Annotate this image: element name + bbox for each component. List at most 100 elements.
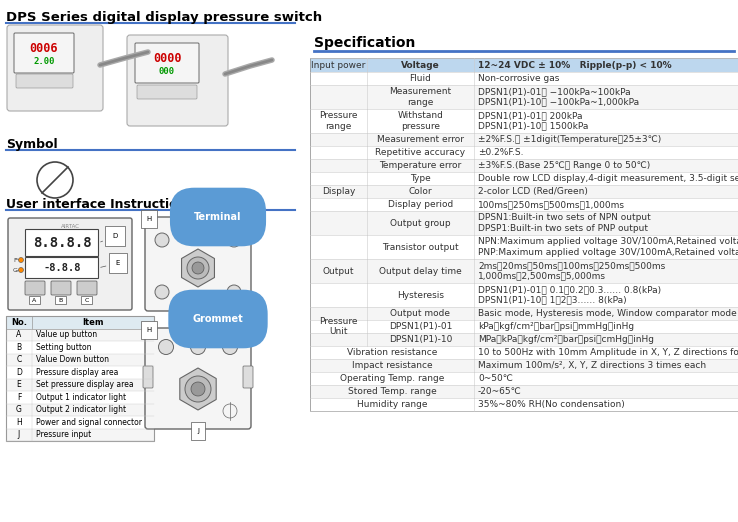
Text: Voltage: Voltage (401, 61, 440, 69)
Text: D: D (16, 368, 22, 377)
Circle shape (18, 257, 24, 263)
FancyBboxPatch shape (51, 281, 71, 295)
FancyBboxPatch shape (145, 217, 251, 311)
Bar (310, 159, 738, 172)
Bar (6, 353, 154, 366)
Text: AIRTAC: AIRTAC (61, 223, 80, 229)
Bar (310, 85, 738, 109)
Bar (310, 259, 738, 283)
Bar (6, 366, 154, 378)
Bar (310, 185, 738, 198)
Circle shape (227, 285, 241, 299)
Bar (6, 416, 154, 429)
Text: B: B (16, 343, 21, 352)
Bar (310, 198, 738, 211)
Bar (310, 235, 738, 259)
Text: Output group: Output group (390, 219, 451, 228)
Bar (310, 385, 738, 398)
Text: 0000: 0000 (153, 52, 182, 65)
Text: Operating Temp. range: Operating Temp. range (339, 374, 444, 383)
FancyBboxPatch shape (211, 228, 216, 233)
Text: F: F (13, 257, 17, 263)
Text: Value Down button: Value Down button (36, 355, 109, 364)
Circle shape (155, 285, 169, 299)
Text: 35%~80% RH(No condensation): 35%~80% RH(No condensation) (478, 400, 625, 409)
Text: Input power: Input power (311, 61, 366, 69)
Circle shape (222, 339, 238, 354)
FancyBboxPatch shape (179, 228, 184, 233)
FancyBboxPatch shape (14, 33, 74, 73)
FancyBboxPatch shape (175, 225, 222, 236)
Text: Set pressure display area: Set pressure display area (36, 380, 134, 389)
Bar (310, 372, 738, 385)
Text: Repetitive accuracy: Repetitive accuracy (376, 148, 466, 157)
Bar (310, 58, 738, 72)
Text: H: H (16, 418, 22, 427)
Text: D: D (100, 233, 117, 242)
Text: -8.8.8: -8.8.8 (44, 263, 80, 273)
Bar (310, 398, 738, 411)
FancyBboxPatch shape (26, 230, 98, 256)
Text: Output: Output (323, 267, 354, 276)
Text: Terminal: Terminal (194, 212, 242, 222)
FancyBboxPatch shape (8, 218, 132, 310)
Circle shape (190, 339, 205, 354)
FancyBboxPatch shape (25, 281, 45, 295)
Text: Pressure
Unit: Pressure Unit (320, 317, 358, 336)
Text: E: E (17, 380, 21, 389)
Text: DPSN1(P1)-10: DPSN1(P1)-10 (389, 335, 452, 344)
Bar (310, 58, 738, 411)
Bar (310, 359, 738, 372)
Text: ±2%F.S.， ±1digit(Temperature：25±3℃): ±2%F.S.， ±1digit(Temperature：25±3℃) (478, 135, 661, 144)
Text: Item: Item (82, 318, 104, 327)
Text: G: G (16, 405, 22, 414)
Text: 0~50℃: 0~50℃ (478, 374, 513, 383)
FancyBboxPatch shape (137, 85, 197, 99)
Text: DPSN1(P1)-01： 200kPa
DPSN1(P1)-10： 1500kPa: DPSN1(P1)-01： 200kPa DPSN1(P1)-10： 1500k… (478, 111, 588, 130)
Text: Humidity range: Humidity range (356, 400, 427, 409)
Text: Output delay time: Output delay time (379, 267, 462, 276)
Text: Withstand
pressure: Withstand pressure (398, 111, 444, 130)
FancyBboxPatch shape (195, 228, 200, 233)
Text: Vibration resistance: Vibration resistance (347, 348, 437, 357)
Text: 2ms、20ms、50ms、100ms、250ms、500ms
1,000ms、2,500ms、5,000ms: 2ms、20ms、50ms、100ms、250ms、500ms 1,000ms、… (478, 262, 665, 281)
Text: J: J (197, 309, 199, 315)
Text: DPSN1(P1)-01: DPSN1(P1)-01 (389, 322, 452, 331)
Circle shape (18, 267, 24, 272)
Text: DPSN1:Built-in two sets of NPN output
DPSP1:Built-in two sets of PNP output: DPSN1:Built-in two sets of NPN output DP… (478, 213, 651, 233)
Bar (6, 316, 154, 328)
Text: A: A (32, 298, 37, 303)
Circle shape (159, 339, 173, 354)
Text: Power and signal connector: Power and signal connector (36, 418, 142, 427)
Bar (310, 333, 738, 346)
Text: -20~65℃: -20~65℃ (478, 387, 522, 396)
Text: Output mode: Output mode (390, 309, 450, 318)
Text: J: J (18, 430, 20, 439)
Text: Hysteresis: Hysteresis (397, 291, 444, 300)
Text: J: J (197, 428, 199, 434)
Bar (6, 378, 154, 391)
Text: Value up button: Value up button (36, 330, 97, 339)
Text: Measurement
range: Measurement range (390, 87, 452, 106)
Text: No.: No. (11, 318, 27, 327)
Bar (310, 307, 738, 320)
Bar (6, 316, 154, 441)
Circle shape (192, 262, 204, 274)
Text: Grommet: Grommet (193, 314, 244, 324)
Text: Setting button: Setting button (36, 343, 92, 352)
Text: Symbol: Symbol (6, 138, 58, 151)
Text: Impact resistance: Impact resistance (352, 361, 432, 370)
Bar (6, 404, 154, 416)
Text: H: H (146, 216, 151, 222)
Text: H: H (146, 327, 151, 333)
Bar (6, 341, 154, 353)
FancyBboxPatch shape (127, 35, 228, 126)
Text: Pressure input: Pressure input (36, 430, 92, 439)
Text: User interface Instruction: User interface Instruction (6, 198, 187, 211)
Text: 12~24 VDC ± 10%   Ripple(p-p) < 10%: 12~24 VDC ± 10% Ripple(p-p) < 10% (478, 61, 672, 69)
Text: 100ms、250ms、500ms、1,000ms: 100ms、250ms、500ms、1,000ms (478, 200, 625, 209)
Circle shape (155, 233, 169, 247)
FancyBboxPatch shape (187, 228, 192, 233)
Text: C: C (84, 298, 89, 303)
FancyBboxPatch shape (81, 296, 92, 304)
